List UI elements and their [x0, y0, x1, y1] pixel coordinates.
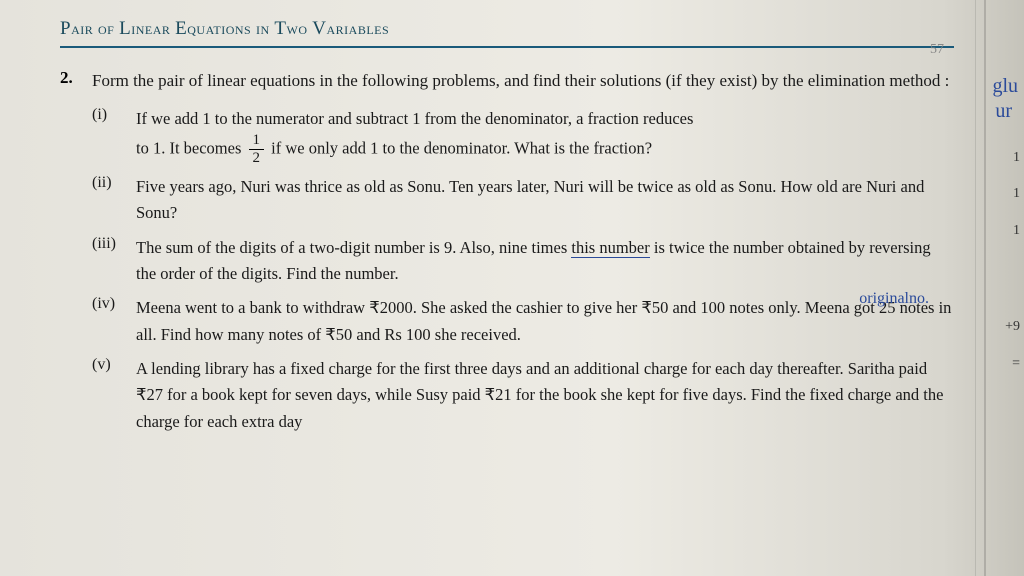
sub-text: If we add 1 to the numerator and subtrac… — [136, 106, 693, 165]
sub-number: (v) — [92, 356, 126, 374]
sub-number: (i) — [92, 106, 126, 124]
sub-text: Five years ago, Nuri was thrice as old a… — [136, 174, 954, 227]
chapter-header: Pair of Linear Equations in Two Variable… — [60, 18, 954, 40]
sub-v: (v) A lending library has a fixed charge… — [92, 356, 954, 435]
sub-i: (i) If we add 1 to the numerator and sub… — [92, 106, 954, 165]
sub-i-line2b: if we only add 1 to the denominator. Wha… — [271, 138, 652, 157]
header-rule — [60, 46, 954, 48]
sub-text: Meena went to a bank to withdraw ₹2000. … — [136, 295, 954, 348]
sub-iv: (iv) Meena went to a bank to withdraw ₹2… — [92, 295, 954, 348]
sub-ii: (ii) Five years ago, Nuri was thrice as … — [92, 174, 954, 227]
page-fold-shadow — [984, 0, 986, 576]
fraction-numerator: 1 — [249, 133, 265, 150]
question-number: 2. — [60, 68, 82, 88]
page-corner-number: 57 — [930, 42, 944, 58]
sub-i-line1: If we add 1 to the numerator and subtrac… — [136, 109, 693, 128]
fraction-denominator: 2 — [249, 150, 265, 166]
sub-text: A lending library has a fixed charge for… — [136, 356, 954, 435]
page-fold-shadow — [975, 0, 976, 576]
textbook-page: Pair of Linear Equations in Two Variable… — [0, 0, 1024, 435]
fraction: 1 2 — [249, 133, 265, 166]
sub-number: (ii) — [92, 174, 126, 192]
question-text: Form the pair of linear equations in the… — [92, 68, 949, 94]
sub-number: (iv) — [92, 295, 126, 313]
sub-number: (iii) — [92, 235, 126, 253]
sub-iii: (iii) The sum of the digits of a two-dig… — [92, 235, 954, 288]
handwritten-margin-note: ur — [995, 100, 1012, 123]
handwritten-margin-note: glu — [992, 75, 1018, 98]
sub-text: The sum of the digits of a two-digit num… — [136, 235, 954, 288]
handwritten-annotation: originalno. — [859, 290, 929, 308]
question-block: 2. Form the pair of linear equations in … — [60, 68, 954, 94]
sub-i-line2a: to 1. It becomes — [136, 138, 241, 157]
margin-scribbles: 1 1 1 +9 = — [994, 140, 1024, 382]
